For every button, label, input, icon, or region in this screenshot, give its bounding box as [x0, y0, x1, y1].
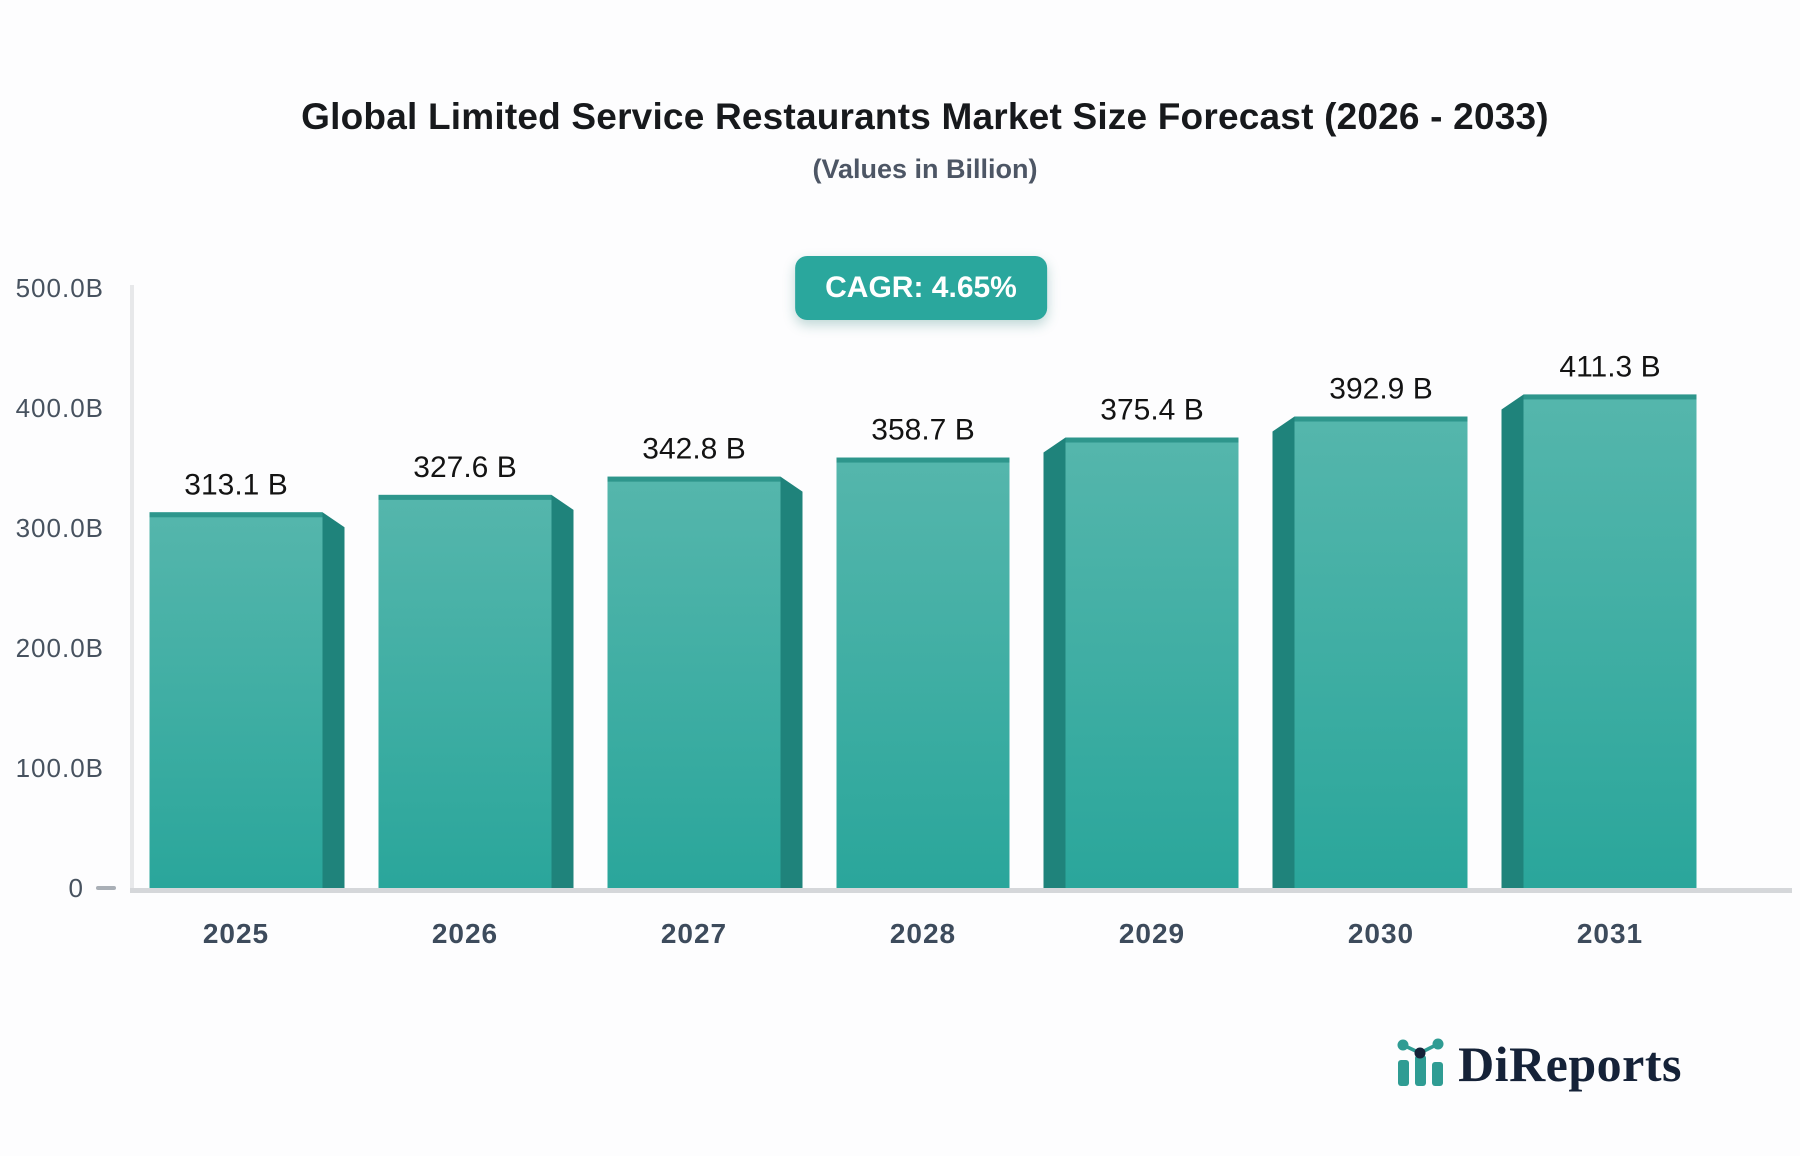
bar-top-edge	[836, 457, 1010, 463]
bar-top-edge	[1065, 437, 1239, 443]
x-tick-label-2029: 2029	[1119, 918, 1185, 949]
bar-side	[780, 476, 803, 888]
x-tick-label-2027: 2027	[661, 918, 727, 949]
bar-2028	[836, 457, 1010, 888]
bar-face	[149, 512, 323, 888]
x-tick-label-2028: 2028	[890, 918, 956, 949]
chart-title: Global Limited Service Restaurants Marke…	[301, 96, 1549, 137]
bar-value-label-2028: 358.7 B	[871, 414, 974, 447]
bar-top-edge	[378, 494, 552, 500]
y-tick-label-400.0B: 400.0B	[16, 393, 104, 423]
bar-top-edge	[1294, 416, 1468, 422]
bar-2027	[607, 476, 803, 888]
zero-tick-dash	[96, 886, 116, 890]
x-tick-label-2025: 2025	[203, 918, 269, 949]
bar-value-label-2026: 327.6 B	[413, 451, 516, 484]
bar-top-edge	[1523, 394, 1697, 400]
x-tick-label-2030: 2030	[1348, 918, 1414, 949]
logo-text: DiReports	[1458, 1036, 1682, 1092]
chart-subtitle: (Values in Billion)	[812, 154, 1038, 184]
bar-2026	[378, 494, 574, 888]
bar-face	[607, 476, 781, 888]
cagr-badge: CAGR: 4.65%	[795, 256, 1047, 320]
bar-2030	[1272, 416, 1468, 888]
bar-2029	[1043, 437, 1239, 888]
bar-value-label-2031: 411.3 B	[1559, 350, 1660, 383]
bar-face	[1065, 437, 1239, 888]
bar-value-label-2029: 375.4 B	[1100, 394, 1203, 427]
bar-side	[1272, 416, 1295, 888]
bar-value-label-2025: 313.1 B	[184, 468, 287, 501]
bar-side	[551, 494, 574, 888]
bar-face	[1294, 416, 1468, 888]
y-tick-label-200.0B: 200.0B	[16, 633, 104, 663]
bar-top-edge	[607, 476, 781, 482]
y-tick-label-100.0B: 100.0B	[16, 753, 104, 783]
bar-side	[1043, 437, 1066, 888]
x-tick-label-2031: 2031	[1577, 918, 1643, 949]
y-axis-line	[130, 285, 134, 892]
bar-2025	[149, 512, 345, 888]
bar-value-label-2030: 392.9 B	[1329, 373, 1432, 406]
direports-logo: DiReports	[1394, 1032, 1682, 1096]
y-tick-label-0: 0	[69, 873, 84, 903]
bar-side	[1501, 394, 1524, 888]
y-tick-label-500.0B: 500.0B	[16, 273, 104, 303]
bar-value-label-2027: 342.8 B	[642, 433, 745, 466]
bar-face	[378, 494, 552, 888]
bar-face	[1523, 394, 1697, 888]
y-tick-label-300.0B: 300.0B	[16, 513, 104, 543]
bar-side	[322, 512, 345, 888]
mini-bar-line-chart-icon	[1397, 1038, 1444, 1086]
bar-top-edge	[149, 512, 323, 518]
bar-2031	[1501, 394, 1697, 888]
bar-face	[836, 457, 1010, 888]
chart-header: Global Limited Service Restaurants Marke…	[25, 0, 1800, 185]
x-axis-baseline	[130, 888, 1792, 893]
x-tick-label-2026: 2026	[432, 918, 498, 949]
